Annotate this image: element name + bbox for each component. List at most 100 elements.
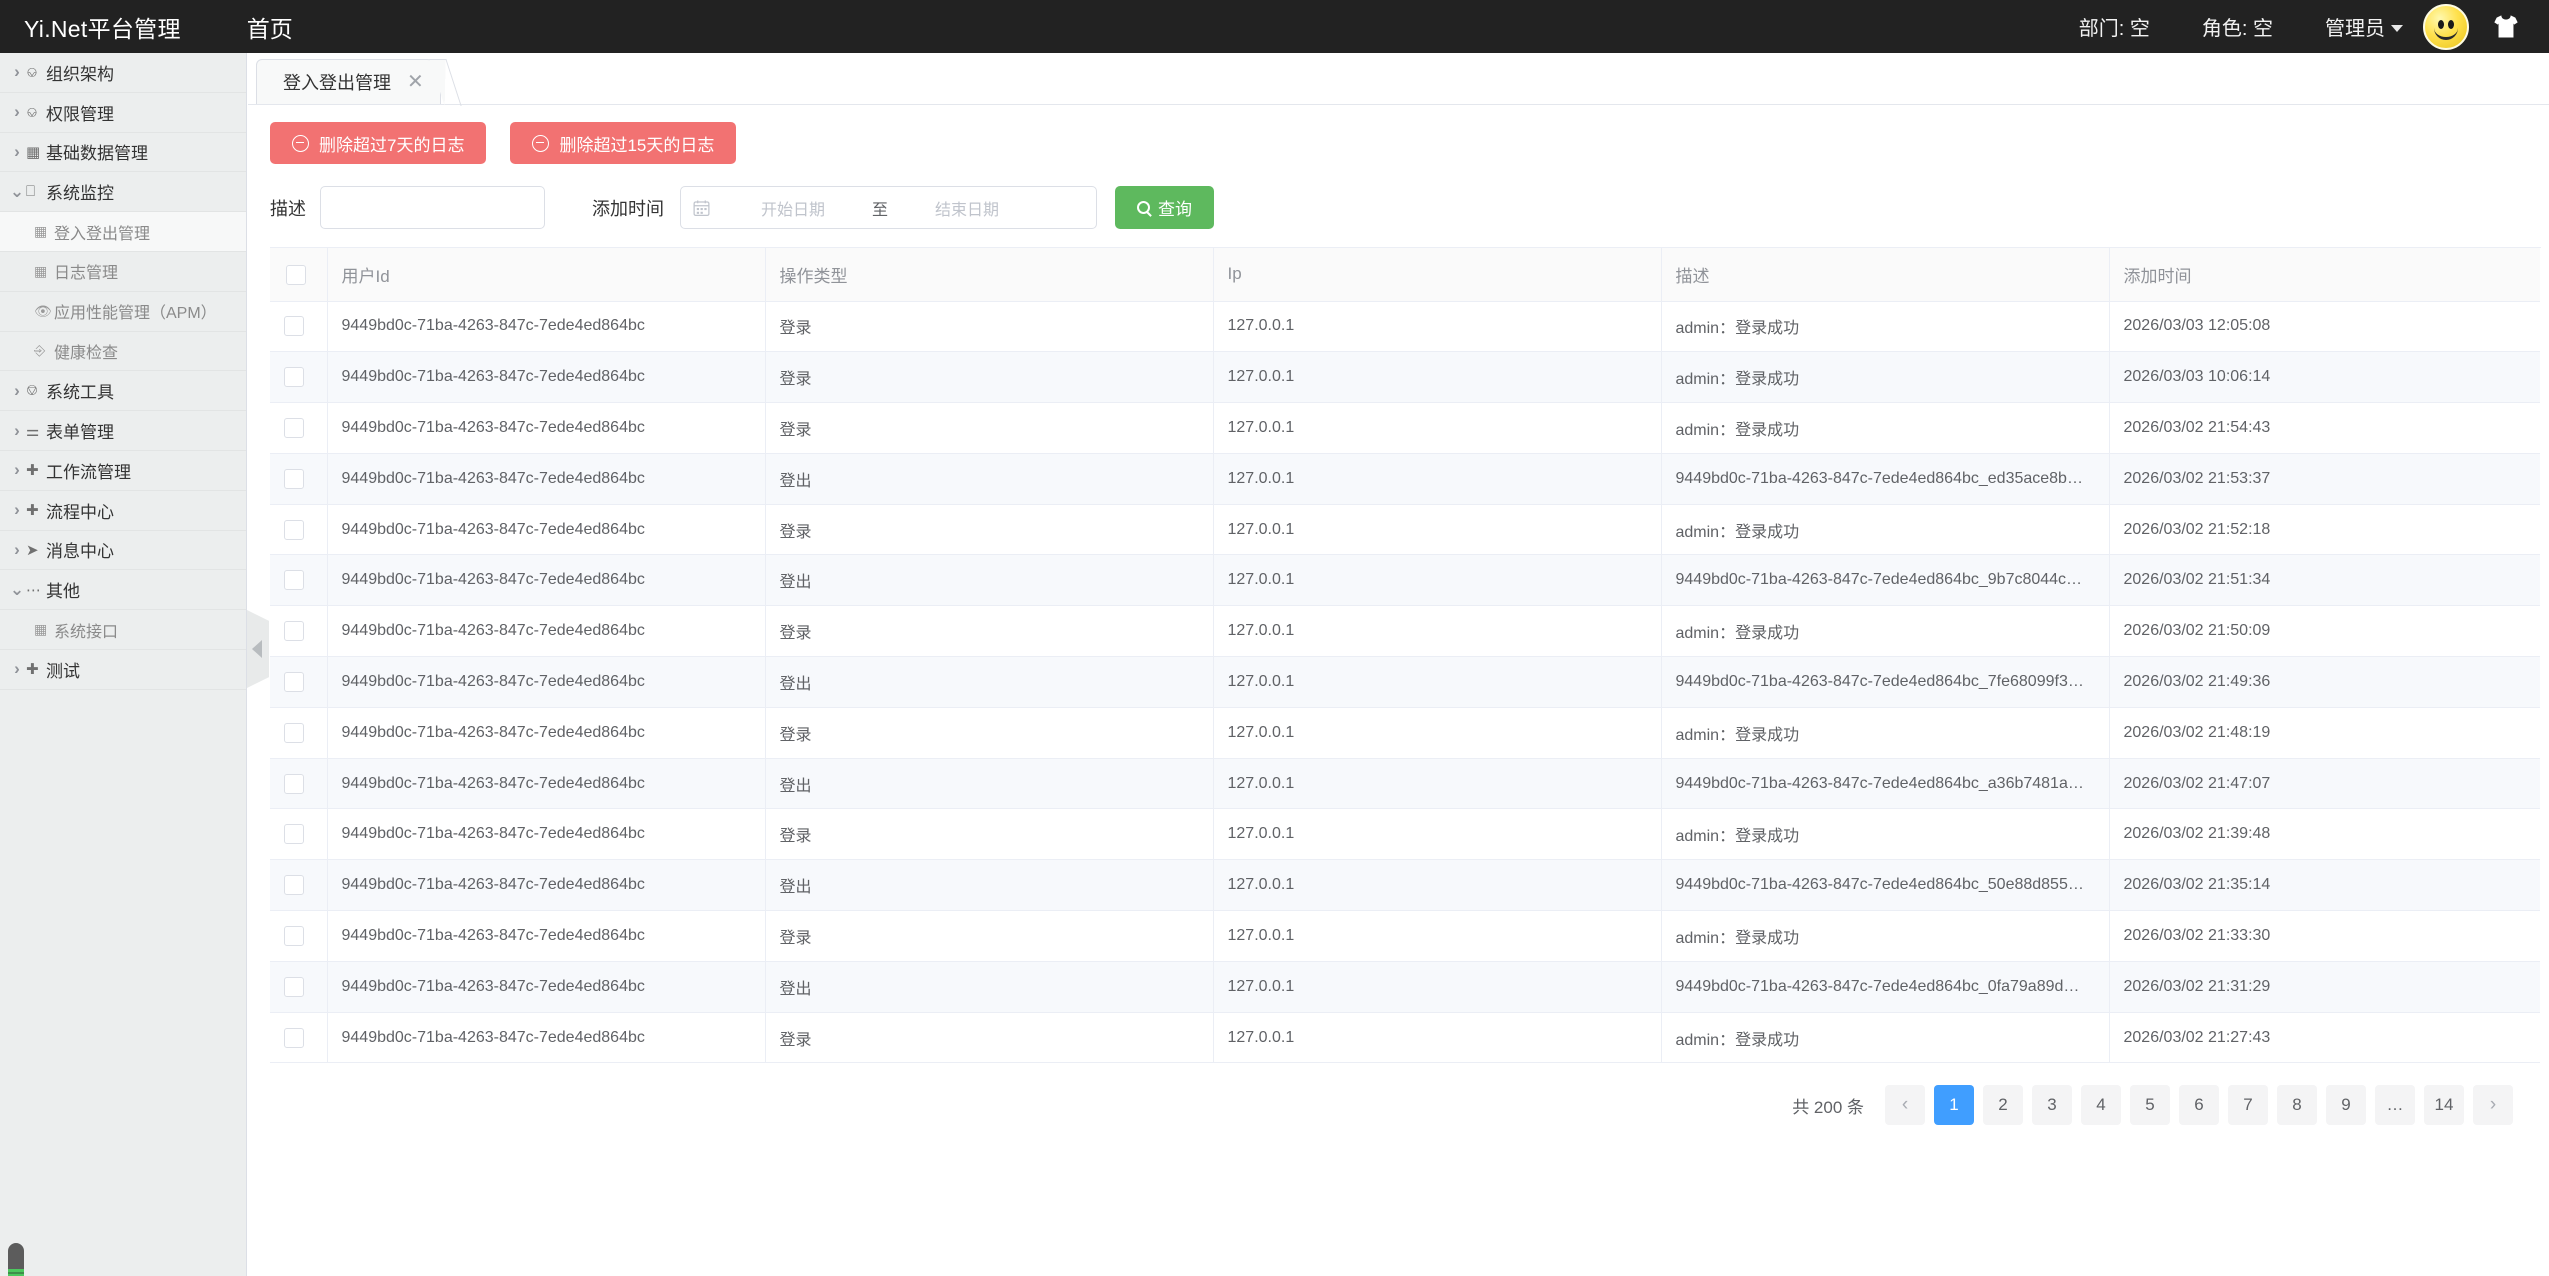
row-checkbox-cell[interactable] bbox=[270, 961, 328, 1013]
column-header-add-time[interactable]: 添加时间 bbox=[2109, 248, 2540, 302]
pagination-page-5[interactable]: 5 bbox=[2130, 1085, 2170, 1126]
column-header-description[interactable]: 描述 bbox=[1661, 248, 2110, 302]
pagination-page-7[interactable]: 7 bbox=[2228, 1085, 2268, 1126]
checkbox-icon[interactable] bbox=[284, 722, 304, 743]
table-row[interactable]: 9449bd0c-71ba-4263-847c-7ede4ed864bc 登录 12… bbox=[270, 910, 2540, 962]
sidebar-navigation[interactable]: › ⎉ 组织架构 › ⎉ 权限管理 › ▦ 基础数据管理 ⌄ ⎕ 系统监控 ▦ 登入登出管理 ▦ 日志管理 👁 应… bbox=[0, 53, 247, 1276]
pagination-prev-button[interactable]: ‹ bbox=[1885, 1085, 1925, 1126]
table-row[interactable]: 9449bd0c-71ba-4263-847c-7ede4ed864bc 登出 12… bbox=[270, 554, 2540, 607]
table-row[interactable]: 9449bd0c-71ba-4263-847c-7ede4ed864bc 登出 12… bbox=[270, 453, 2540, 505]
sidebar-item-健康检查[interactable]: ⎆ 健康检查 bbox=[0, 331, 246, 372]
column-header-ip[interactable]: Ip bbox=[1213, 248, 1662, 302]
sidebar-scrollbar-thumb[interactable] bbox=[8, 1269, 24, 1276]
checkbox-icon[interactable] bbox=[284, 621, 304, 642]
pagination-next-button[interactable]: › bbox=[2473, 1085, 2513, 1126]
date-range-picker[interactable]: 开始日期 至 结束日期 bbox=[680, 186, 1097, 229]
checkbox-icon[interactable] bbox=[284, 824, 304, 845]
start-date-input[interactable]: 开始日期 bbox=[760, 201, 825, 219]
checkbox-icon[interactable] bbox=[284, 417, 304, 438]
row-checkbox-cell[interactable] bbox=[270, 351, 328, 404]
checkbox-icon[interactable] bbox=[284, 671, 304, 692]
row-checkbox-cell[interactable] bbox=[270, 808, 328, 861]
row-checkbox-cell[interactable] bbox=[270, 301, 328, 353]
sidebar-item-应用性能管理APM[interactable]: 👁 应用性能管理（APM） bbox=[0, 291, 246, 332]
pagination-page-1[interactable]: 1 bbox=[1934, 1085, 1974, 1126]
row-checkbox-cell[interactable] bbox=[270, 402, 328, 454]
checkbox-icon[interactable] bbox=[284, 1027, 304, 1048]
sidebar-group-系统工具[interactable]: › ⎊ 系统工具 bbox=[0, 371, 246, 412]
pagination-ellipsis[interactable]: … bbox=[2375, 1085, 2415, 1126]
sidebar-group-权限管理[interactable]: › ⎉ 权限管理 bbox=[0, 93, 246, 133]
sidebar-group-测试[interactable]: › ✚ 测试 bbox=[0, 650, 246, 690]
table-row[interactable]: 9449bd0c-71ba-4263-847c-7ede4ed864bc 登录 12… bbox=[270, 351, 2540, 404]
table-row[interactable]: 9449bd0c-71ba-4263-847c-7ede4ed864bc 登出 12… bbox=[270, 656, 2540, 708]
checkbox-icon[interactable] bbox=[284, 519, 304, 540]
tab-login-logout-management[interactable]: 登入登出管理 ✕ bbox=[256, 59, 441, 104]
select-all-header[interactable] bbox=[270, 248, 328, 302]
sidebar-group-消息中心[interactable]: › ➤ 消息中心 bbox=[0, 531, 246, 571]
pagination-page-9[interactable]: 9 bbox=[2326, 1085, 2366, 1126]
sidebar-group-其他[interactable]: ⌄ ⋯ 其他 bbox=[0, 570, 246, 611]
sidebar-group-工作流管理[interactable]: › ✚ 工作流管理 bbox=[0, 451, 246, 491]
checkbox-icon[interactable] bbox=[284, 367, 304, 388]
table-row[interactable]: 9449bd0c-71ba-4263-847c-7ede4ed864bc 登录 12… bbox=[270, 301, 2540, 353]
table-row[interactable]: 9449bd0c-71ba-4263-847c-7ede4ed864bc 登录 12… bbox=[270, 707, 2540, 759]
pagination-page-6[interactable]: 6 bbox=[2179, 1085, 2219, 1126]
pagination-page-8[interactable]: 8 bbox=[2277, 1085, 2317, 1126]
table-row[interactable]: 9449bd0c-71ba-4263-847c-7ede4ed864bc 登录 12… bbox=[270, 808, 2540, 861]
nav-home-link[interactable]: 首页 bbox=[246, 15, 293, 42]
table-row[interactable]: 9449bd0c-71ba-4263-847c-7ede4ed864bc 登录 12… bbox=[270, 1012, 2540, 1064]
table-row[interactable]: 9449bd0c-71ba-4263-847c-7ede4ed864bc 登录 12… bbox=[270, 504, 2540, 556]
sidebar-item-日志管理[interactable]: ▦ 日志管理 bbox=[0, 251, 246, 292]
table-row[interactable]: 9449bd0c-71ba-4263-847c-7ede4ed864bc 登出 12… bbox=[270, 859, 2540, 912]
table-row[interactable]: 9449bd0c-71ba-4263-847c-7ede4ed864bc 登录 12… bbox=[270, 605, 2540, 658]
checkbox-icon[interactable] bbox=[284, 976, 304, 997]
description-input[interactable] bbox=[320, 186, 545, 229]
checkbox-icon[interactable] bbox=[286, 264, 306, 285]
pagination-page-4[interactable]: 4 bbox=[2081, 1085, 2121, 1126]
end-date-input[interactable]: 结束日期 bbox=[935, 201, 1000, 219]
pagination-page-14[interactable]: 14 bbox=[2424, 1085, 2464, 1126]
row-checkbox-cell[interactable] bbox=[270, 758, 328, 810]
delete-logs-15days-button[interactable]: 删除超过15天的日志 bbox=[510, 122, 737, 164]
row-checkbox-cell[interactable] bbox=[270, 504, 328, 556]
shirt-icon[interactable] bbox=[2491, 13, 2521, 41]
delete-logs-7days-button[interactable]: 删除超过7天的日志 bbox=[270, 122, 487, 164]
cell-user-id: 9449bd0c-71ba-4263-847c-7ede4ed864bc bbox=[327, 301, 766, 353]
checkbox-icon[interactable] bbox=[284, 316, 304, 337]
sidebar-group-系统监控[interactable]: ⌄ ⎕ 系统监控 bbox=[0, 172, 246, 213]
row-checkbox-cell[interactable] bbox=[270, 605, 328, 658]
sidebar-group-组织架构[interactable]: › ⎉ 组织架构 bbox=[0, 53, 246, 93]
row-checkbox-cell[interactable] bbox=[270, 859, 328, 912]
search-button[interactable]: 查询 bbox=[1115, 186, 1214, 229]
checkbox-icon[interactable] bbox=[284, 925, 304, 946]
user-menu-button[interactable]: 管理员 bbox=[2325, 12, 2403, 41]
checkbox-icon[interactable] bbox=[284, 468, 304, 489]
pagination-page-2[interactable]: 2 bbox=[1983, 1085, 2023, 1126]
row-checkbox-cell[interactable] bbox=[270, 554, 328, 607]
cell-operation-type: 登出 bbox=[765, 961, 1214, 1013]
table-row[interactable]: 9449bd0c-71ba-4263-847c-7ede4ed864bc 登出 12… bbox=[270, 758, 2540, 810]
column-header-operation-type[interactable]: 操作类型 bbox=[765, 248, 1214, 302]
sidebar-item-系统接口[interactable]: ▦ 系统接口 bbox=[0, 610, 246, 650]
row-checkbox-cell[interactable] bbox=[270, 1012, 328, 1064]
row-checkbox-cell[interactable] bbox=[270, 656, 328, 708]
sidebar-item-登入登出管理[interactable]: ▦ 登入登出管理 bbox=[0, 212, 246, 252]
close-icon[interactable]: ✕ bbox=[407, 71, 424, 93]
row-checkbox-cell[interactable] bbox=[270, 453, 328, 505]
sidebar-group-流程中心[interactable]: › ✚ 流程中心 bbox=[0, 491, 246, 531]
avatar[interactable] bbox=[2423, 3, 2469, 50]
pagination-page-3[interactable]: 3 bbox=[2032, 1085, 2072, 1126]
row-checkbox-cell[interactable] bbox=[270, 707, 328, 759]
checkbox-icon[interactable] bbox=[284, 773, 304, 794]
sidebar-collapse-handle[interactable] bbox=[247, 610, 269, 688]
sidebar-scrollbar[interactable] bbox=[8, 1243, 24, 1276]
sidebar-group-表单管理[interactable]: › ⚌ 表单管理 bbox=[0, 411, 246, 451]
row-checkbox-cell[interactable] bbox=[270, 910, 328, 962]
table-row[interactable]: 9449bd0c-71ba-4263-847c-7ede4ed864bc 登出 12… bbox=[270, 961, 2540, 1013]
table-row[interactable]: 9449bd0c-71ba-4263-847c-7ede4ed864bc 登录 12… bbox=[270, 402, 2540, 454]
checkbox-icon[interactable] bbox=[284, 875, 304, 896]
column-header-user-id[interactable]: 用户Id bbox=[327, 248, 766, 302]
sidebar-group-基础数据管理[interactable]: › ▦ 基础数据管理 bbox=[0, 133, 246, 173]
checkbox-icon[interactable] bbox=[284, 570, 304, 591]
